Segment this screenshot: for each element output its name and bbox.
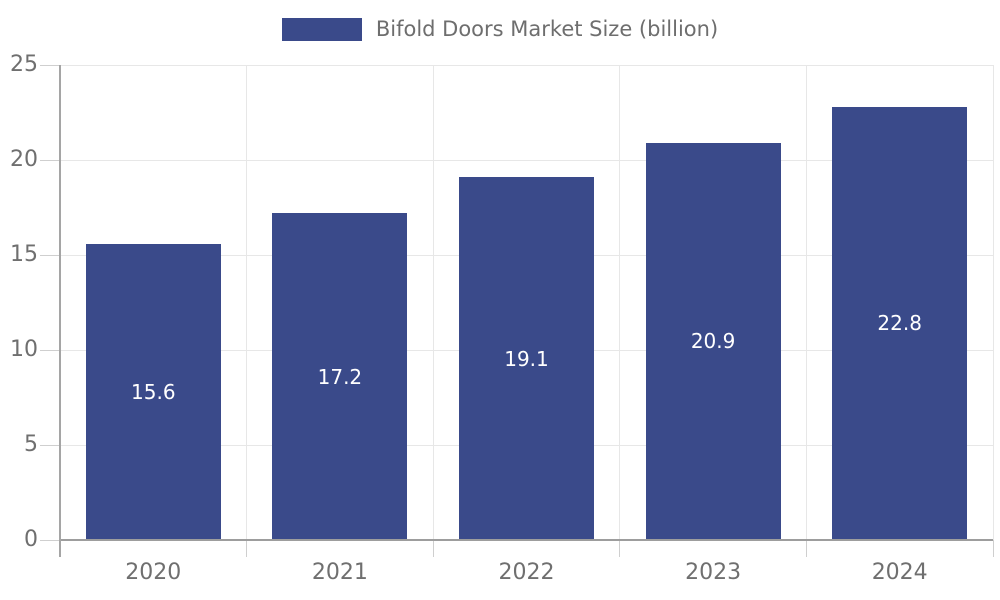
bar-value-label: 22.8 bbox=[877, 311, 922, 336]
y-axis-tick-label: 20 bbox=[10, 147, 38, 172]
x-axis-line bbox=[59, 539, 993, 541]
bar-value-label: 19.1 bbox=[504, 346, 549, 371]
legend: Bifold Doors Market Size (billion) bbox=[0, 17, 1000, 41]
gridline-horizontal bbox=[60, 64, 993, 66]
x-axis-category-label: 2024 bbox=[871, 560, 928, 585]
y-axis-tick bbox=[40, 64, 60, 66]
y-axis-tick bbox=[40, 254, 60, 256]
x-axis-tick bbox=[805, 540, 807, 557]
x-axis-category-label: 2021 bbox=[311, 560, 368, 585]
x-axis-tick bbox=[432, 540, 434, 557]
x-axis-tick bbox=[992, 540, 994, 557]
x-axis-category-label: 2020 bbox=[125, 560, 182, 585]
bar-2020 bbox=[85, 243, 221, 540]
y-axis-tick bbox=[40, 444, 60, 446]
x-axis-category-label: 2022 bbox=[498, 560, 555, 585]
y-axis-tick-label: 0 bbox=[24, 527, 38, 552]
gridline-vertical bbox=[619, 65, 621, 540]
legend-label: Bifold Doors Market Size (billion) bbox=[375, 17, 719, 41]
gridline-vertical bbox=[992, 65, 994, 540]
gridline-horizontal bbox=[60, 159, 993, 161]
bar-value-label: 17.2 bbox=[317, 364, 363, 389]
bar-2021 bbox=[272, 213, 408, 540]
legend-item[interactable]: Bifold Doors Market Size (billion) bbox=[281, 17, 719, 41]
gridline-vertical bbox=[805, 65, 807, 540]
y-axis-tick-label: 25 bbox=[10, 52, 38, 77]
bar-2023 bbox=[645, 142, 781, 540]
y-axis-tick bbox=[40, 349, 60, 351]
x-axis-tick bbox=[246, 540, 248, 557]
y-axis-line bbox=[59, 65, 61, 557]
y-axis-tick bbox=[40, 159, 60, 161]
legend-swatch-icon bbox=[281, 17, 362, 41]
bar-2024 bbox=[832, 106, 968, 540]
gridline-vertical bbox=[432, 65, 434, 540]
y-axis-tick-label: 10 bbox=[10, 337, 38, 362]
y-axis-tick-label: 15 bbox=[10, 242, 38, 267]
bar-2022 bbox=[459, 177, 594, 540]
x-axis-category-label: 2023 bbox=[685, 560, 742, 585]
y-axis-tick-label: 5 bbox=[24, 432, 38, 457]
x-axis-tick bbox=[619, 540, 621, 557]
bar-value-label: 15.6 bbox=[131, 379, 176, 404]
bar-value-label: 20.9 bbox=[690, 329, 736, 354]
gridline-vertical bbox=[246, 65, 248, 540]
y-axis-tick bbox=[40, 539, 60, 541]
